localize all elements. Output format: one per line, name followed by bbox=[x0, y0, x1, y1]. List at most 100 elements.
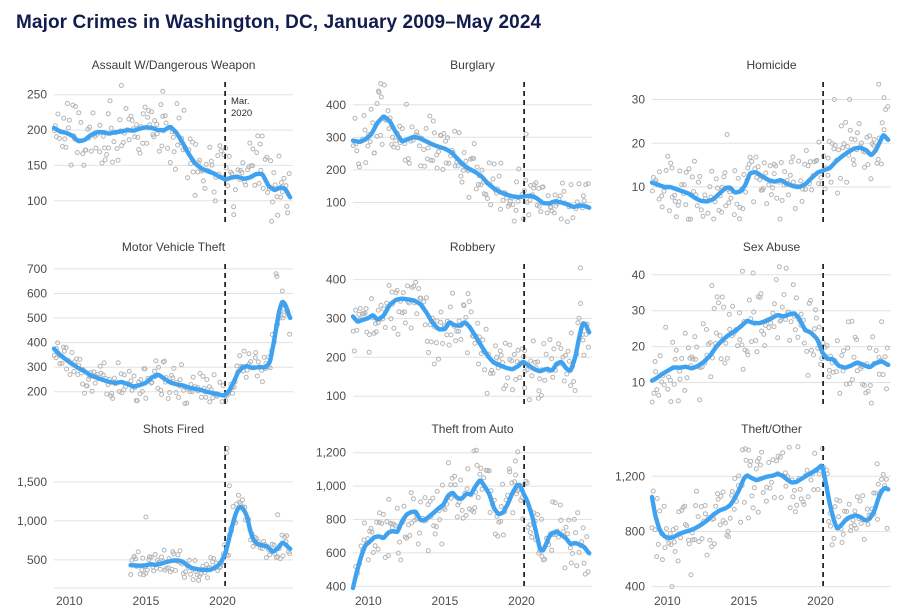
data-point bbox=[73, 104, 78, 109]
data-point bbox=[250, 146, 256, 152]
data-point bbox=[264, 154, 270, 160]
data-point bbox=[102, 157, 108, 163]
data-point bbox=[723, 203, 729, 209]
y-tick-label: 150 bbox=[27, 158, 47, 172]
data-point bbox=[243, 374, 249, 380]
data-point bbox=[217, 379, 223, 385]
data-point bbox=[745, 352, 751, 358]
data-point bbox=[157, 566, 163, 572]
data-point bbox=[651, 390, 657, 396]
chart-sex-abuse: 10 20 30 40 bbox=[632, 264, 891, 406]
trend-line bbox=[350, 296, 592, 374]
data-point bbox=[885, 104, 891, 110]
data-point bbox=[860, 493, 866, 499]
data-point bbox=[126, 368, 132, 374]
data-point bbox=[764, 484, 770, 490]
data-point bbox=[659, 193, 665, 199]
data-point bbox=[847, 127, 853, 133]
data-point bbox=[468, 309, 474, 315]
data-point bbox=[778, 495, 784, 500]
chart-shots-fired: 500 1,000 1,500 2010 2015 2020 bbox=[17, 445, 293, 608]
data-point bbox=[692, 158, 697, 164]
data-point bbox=[135, 134, 141, 140]
data-point bbox=[240, 160, 246, 166]
y-tick-label: 200 bbox=[326, 350, 346, 364]
data-point bbox=[162, 113, 168, 119]
data-point bbox=[551, 346, 557, 352]
data-point bbox=[410, 496, 416, 502]
data-point bbox=[575, 320, 581, 326]
data-point bbox=[516, 166, 522, 172]
data-point bbox=[425, 548, 431, 554]
data-point bbox=[388, 316, 394, 322]
data-point bbox=[361, 520, 367, 526]
data-point bbox=[773, 163, 779, 169]
y-tick-label: 10 bbox=[632, 180, 646, 194]
data-point bbox=[366, 349, 372, 355]
data-point bbox=[140, 555, 146, 561]
data-point bbox=[209, 162, 215, 168]
data-point bbox=[465, 466, 471, 472]
data-point bbox=[181, 107, 187, 113]
data-point bbox=[571, 516, 577, 522]
data-point bbox=[700, 321, 706, 327]
data-point-outlier bbox=[874, 461, 880, 467]
data-point bbox=[762, 322, 768, 328]
data-point bbox=[536, 203, 542, 209]
data-point bbox=[205, 575, 210, 581]
panel-title-homicide: Homicide bbox=[746, 58, 797, 72]
panel-title-sex-abuse: Sex Abuse bbox=[742, 240, 801, 254]
y-tick-label: 400 bbox=[326, 273, 346, 287]
data-point bbox=[818, 175, 824, 181]
data-point bbox=[530, 338, 536, 344]
data-point bbox=[715, 185, 720, 191]
data-point bbox=[514, 491, 520, 497]
data-point bbox=[673, 214, 679, 220]
scatter-points bbox=[353, 447, 591, 577]
data-point-outlier bbox=[669, 584, 675, 590]
data-point bbox=[738, 519, 744, 525]
data-point bbox=[737, 204, 743, 210]
data-point bbox=[424, 338, 430, 344]
data-point bbox=[454, 328, 460, 334]
data-point bbox=[731, 212, 737, 218]
data-point bbox=[57, 136, 62, 141]
data-point bbox=[144, 567, 150, 573]
data-point bbox=[699, 536, 705, 542]
data-point bbox=[840, 145, 846, 151]
data-point bbox=[672, 192, 678, 198]
data-point-outlier bbox=[847, 97, 853, 102]
data-point bbox=[502, 340, 508, 346]
data-point bbox=[568, 383, 574, 389]
data-point bbox=[204, 377, 210, 382]
data-point bbox=[679, 356, 685, 361]
data-point bbox=[795, 334, 801, 340]
data-point bbox=[826, 367, 832, 373]
data-point bbox=[808, 477, 814, 483]
data-point bbox=[677, 368, 683, 374]
data-point bbox=[826, 138, 832, 144]
data-point bbox=[203, 161, 209, 167]
data-point bbox=[850, 517, 856, 523]
data-point bbox=[702, 511, 708, 517]
data-point bbox=[177, 377, 183, 383]
data-point bbox=[771, 495, 777, 500]
data-point bbox=[686, 216, 691, 222]
data-point bbox=[175, 552, 181, 558]
data-point bbox=[718, 493, 724, 499]
data-point bbox=[247, 140, 253, 146]
data-point bbox=[512, 479, 518, 485]
data-point bbox=[361, 113, 367, 118]
data-point bbox=[551, 210, 557, 216]
y-tick-label: 1,200 bbox=[316, 446, 346, 460]
data-point bbox=[769, 479, 775, 485]
data-point bbox=[57, 361, 63, 367]
trend-line bbox=[128, 505, 293, 573]
data-point bbox=[748, 458, 754, 464]
data-point bbox=[561, 188, 567, 194]
data-point bbox=[156, 148, 162, 154]
data-point bbox=[791, 487, 797, 493]
data-point bbox=[676, 199, 682, 205]
data-point bbox=[390, 134, 395, 140]
data-point bbox=[77, 356, 83, 362]
